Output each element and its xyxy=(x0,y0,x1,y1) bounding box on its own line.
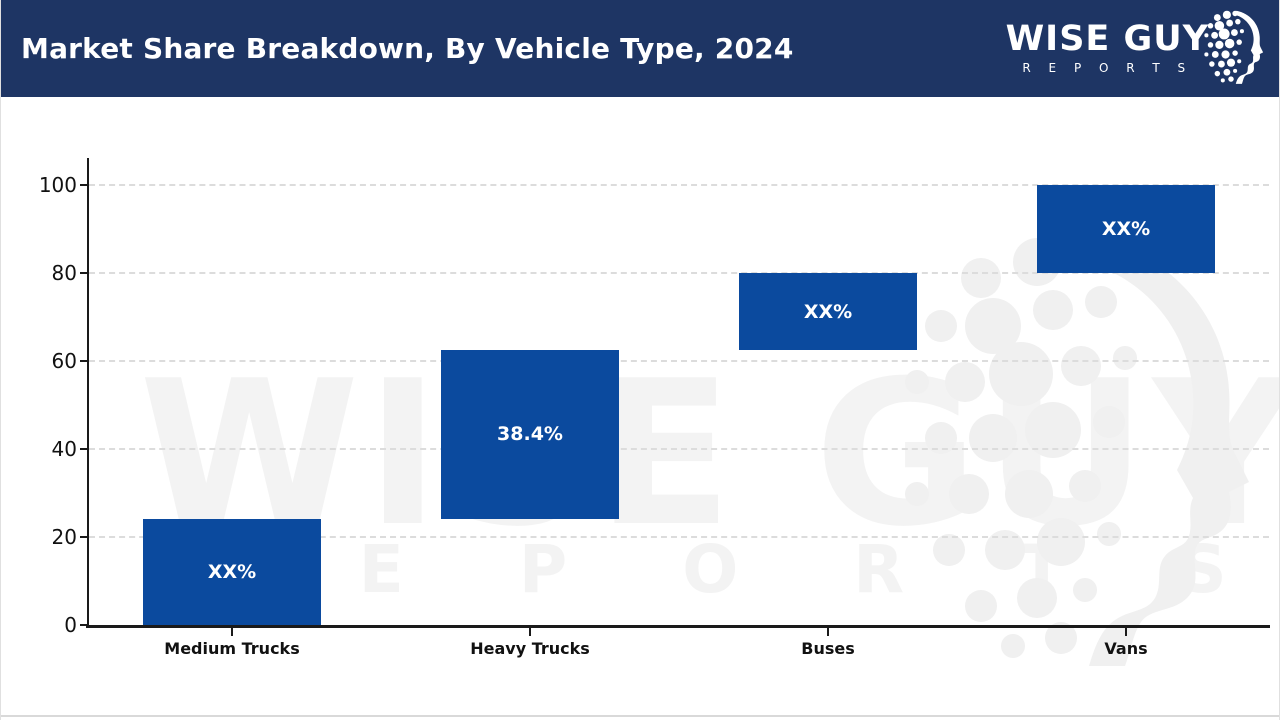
y-tick-100 xyxy=(80,184,88,186)
y-axis-line xyxy=(87,158,89,627)
bar-medium-trucks xyxy=(143,518,321,625)
y-tick-40 xyxy=(80,448,88,450)
y-tick-label-40: 40 xyxy=(51,437,77,461)
y-tick-label-100: 100 xyxy=(38,173,77,197)
x-tick-label-buses: Buses xyxy=(801,639,855,658)
bar-heavy-trucks xyxy=(441,350,619,519)
bar-label-vans: XX% xyxy=(1101,218,1151,240)
gridline-y40 xyxy=(89,448,1269,450)
y-tick-80 xyxy=(80,272,88,274)
logo-face-icon xyxy=(1204,10,1264,84)
header-bar: Market Share Breakdown, By Vehicle Type,… xyxy=(1,0,1279,97)
bar-label-heavy-trucks: 38.4% xyxy=(497,423,563,446)
bar-label-buses: XX% xyxy=(803,300,853,323)
gridline-y100 xyxy=(89,184,1269,186)
x-tick-label-medium-trucks: Medium Trucks xyxy=(164,639,300,658)
y-tick-label-0: 0 xyxy=(64,613,77,637)
logo-wordmark: WISE GUY xyxy=(1005,19,1209,59)
x-tick-heavy-trucks xyxy=(529,628,531,636)
y-tick-label-60: 60 xyxy=(51,349,77,373)
x-tick-label-heavy-trucks: Heavy Trucks xyxy=(470,639,590,658)
y-tick-20 xyxy=(80,536,88,538)
bottom-divider xyxy=(1,715,1279,717)
bar-buses xyxy=(739,273,917,350)
x-tick-label-vans: Vans xyxy=(1104,639,1148,658)
chart-title: Market Share Breakdown, By Vehicle Type,… xyxy=(21,32,794,65)
x-tick-medium-trucks xyxy=(231,628,233,636)
x-tick-buses xyxy=(827,628,829,636)
logo-text: WISE GUY R E P O R T S xyxy=(1005,19,1209,76)
y-tick-0 xyxy=(80,624,88,626)
y-tick-label-80: 80 xyxy=(51,261,77,285)
logo-subtitle: R E P O R T S xyxy=(1022,61,1193,75)
bar-label-medium-trucks: XX% xyxy=(207,560,257,583)
y-tick-60 xyxy=(80,360,88,362)
x-axis-line xyxy=(86,625,1270,628)
wise-guy-logo: WISE GUY R E P O R T S xyxy=(1005,8,1279,90)
y-tick-label-20: 20 xyxy=(51,525,77,549)
bar-vans xyxy=(1037,185,1215,273)
gridline-y80 xyxy=(89,272,1269,274)
x-tick-vans xyxy=(1125,628,1127,636)
plot-area: 0 20 40 60 80 100 XX% Medium Trucks 38.4% Heavy T… xyxy=(1,97,1279,717)
gridline-y20 xyxy=(89,536,1269,538)
gridline-y60 xyxy=(89,360,1269,362)
